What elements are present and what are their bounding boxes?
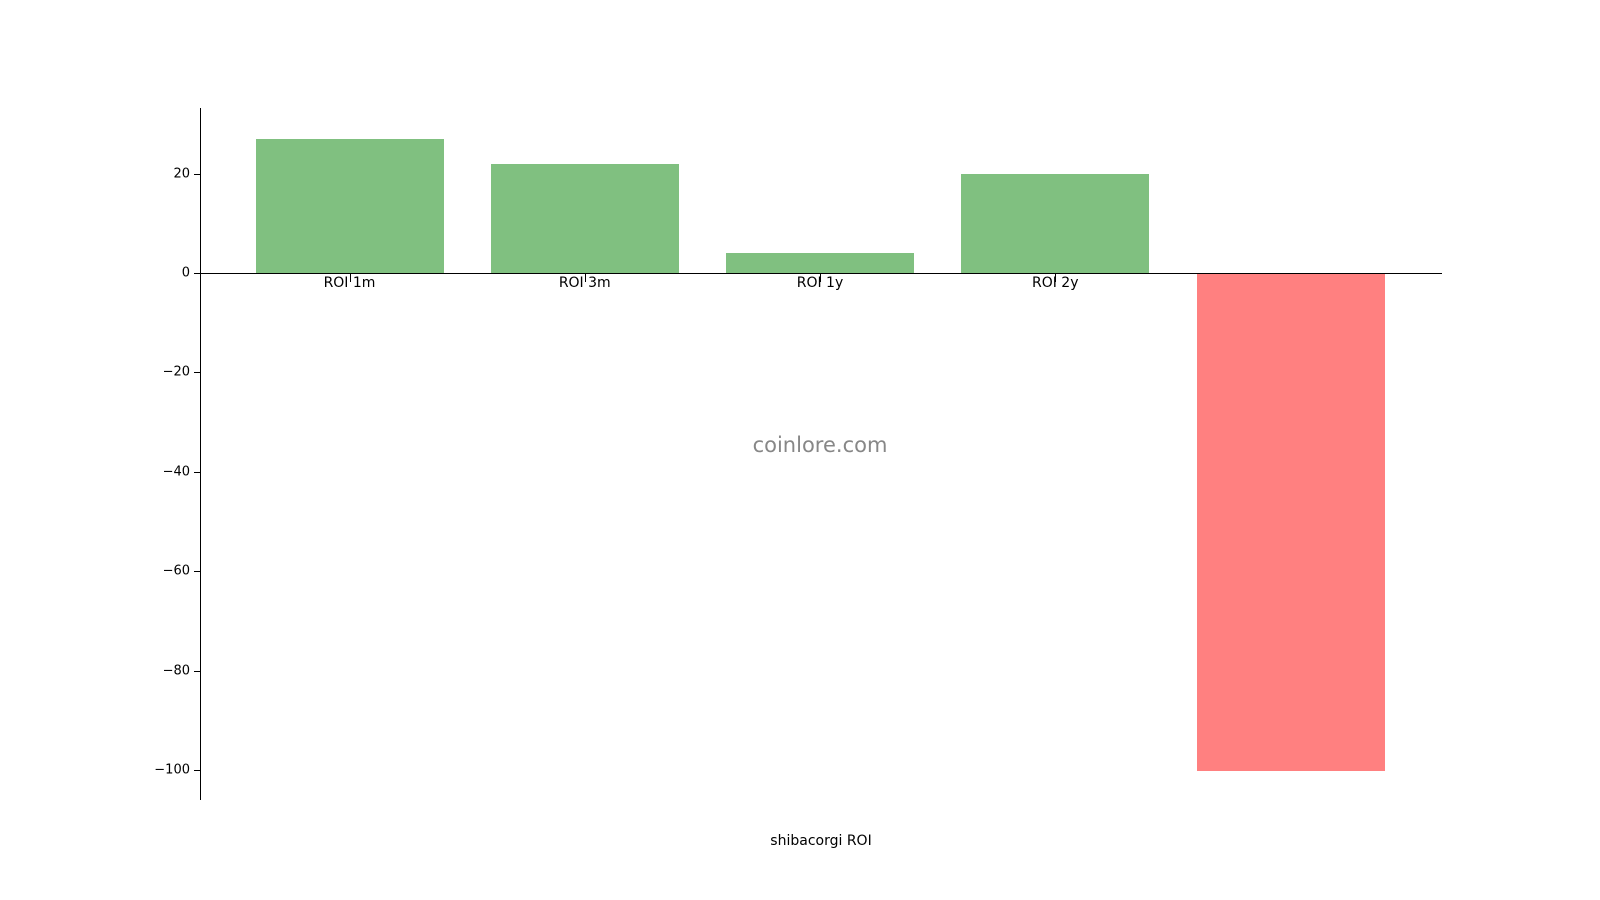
x-tick-label-roi-1m: ROI 1m [323,275,376,291]
y-tick-label--80: −80 [162,663,190,679]
bar-roi-1m [255,138,444,273]
bar-roi-1y [726,253,914,273]
y-tick--20 [194,372,200,374]
y-tick-label--20: −20 [162,364,190,380]
y-tick-20 [194,173,200,175]
chart-title: shibacorgi ROI [770,833,872,849]
y-tick--60 [194,571,200,573]
y-tick--100 [194,770,200,771]
x-tick-roi-2y [1055,273,1057,282]
y-tick-label-20: 20 [173,166,190,182]
x-tick-label-roi-1y: ROI 1y [796,275,844,291]
y-tick-label--100: −100 [154,762,190,778]
bar-roi-3m [490,163,679,273]
x-tick-roi-3m [584,273,586,282]
y-tick-label-0: 0 [181,265,190,281]
y-tick--80 [194,670,200,672]
x-tick-label-roi-2y: ROI 2y [1031,275,1079,291]
y-tick-0 [194,273,200,274]
y-tick-label--60: −60 [162,563,190,579]
coinlore-watermark: coinlore.com [752,433,888,457]
x-tick-label-roi-3m: ROI 3m [558,275,611,291]
y-tick--40 [194,471,200,473]
y-axis-line [200,108,201,800]
bar-roi-negative [1196,274,1385,771]
x-tick-roi-1y [820,273,821,282]
bar-roi-2y [961,173,1150,273]
y-tick-label--40: −40 [162,464,190,480]
x-tick-roi-1m [349,273,351,282]
